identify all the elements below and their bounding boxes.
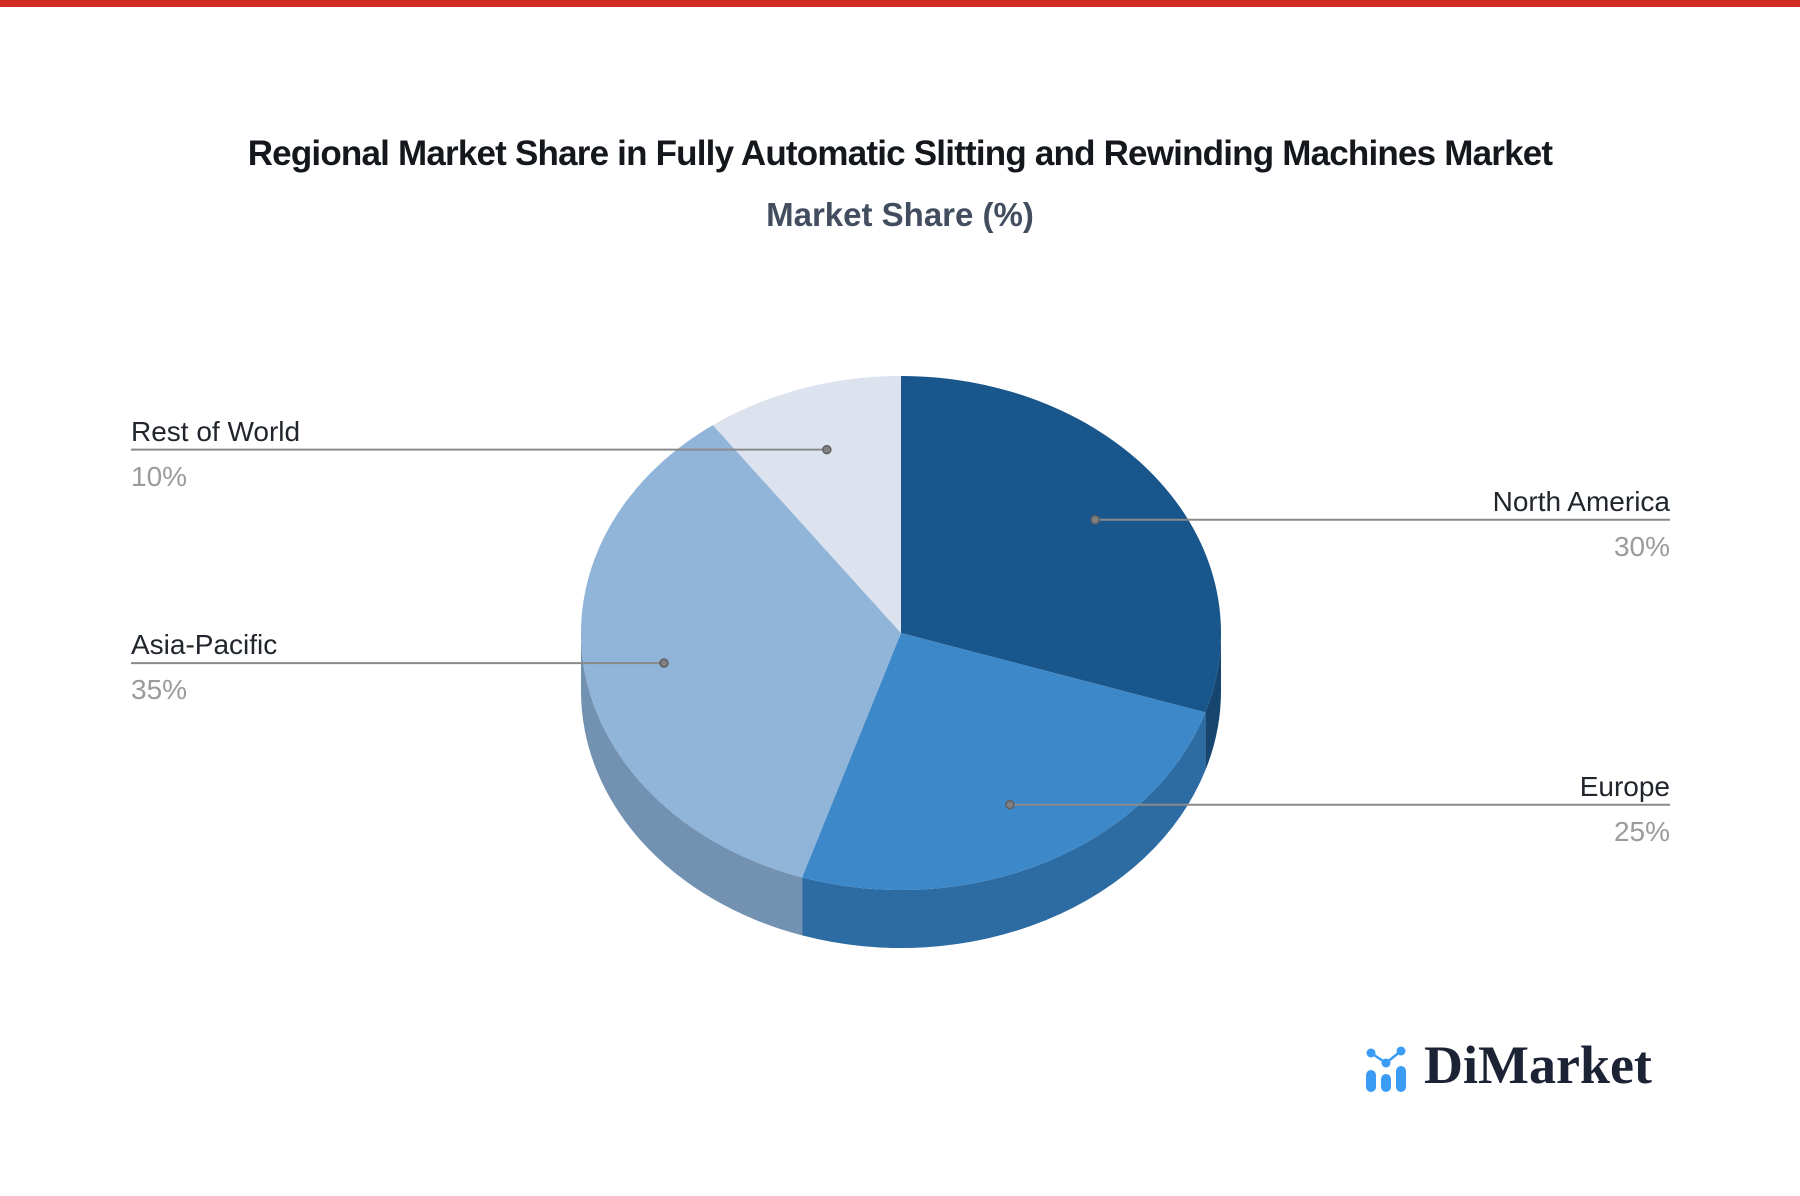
pie-label-value: 10% bbox=[131, 460, 188, 492]
pie-label-name: Europe bbox=[1579, 770, 1670, 802]
callout-dot bbox=[1090, 514, 1100, 525]
pie-label-rest-of-world: Rest of World 10% bbox=[131, 415, 300, 493]
pie-label-name: Asia-Pacific bbox=[131, 629, 278, 661]
brand-logo: DiMarket bbox=[1362, 1038, 1652, 1092]
bar-chart-logo-icon bbox=[1366, 1046, 1406, 1092]
pie-side-north-america bbox=[1205, 633, 1221, 771]
pie-label-name: North America bbox=[1492, 485, 1670, 517]
top-accent-bar bbox=[0, 0, 1800, 7]
pie-label-europe: Europe 25% bbox=[1580, 770, 1670, 848]
callout-dot bbox=[822, 444, 832, 455]
pie-label-value: 35% bbox=[131, 674, 188, 706]
pie-label-north-america: North America 30% bbox=[1493, 485, 1670, 563]
chart-title: Regional Market Share in Fully Automatic… bbox=[247, 134, 1553, 173]
pie-slice-north-america bbox=[901, 376, 1221, 713]
brand-name: DiMarket bbox=[1424, 1035, 1652, 1095]
pie-label-value: 25% bbox=[1613, 815, 1670, 847]
pie-label-name: Rest of World bbox=[131, 415, 301, 447]
pie-side-europe bbox=[802, 712, 1206, 948]
pie-slice-europe bbox=[802, 633, 1206, 891]
pie-label-asia-pacific: Asia-Pacific 35% bbox=[131, 628, 277, 706]
pie-slice-rest-of-world bbox=[712, 376, 901, 633]
pie-slice-asia-pacific bbox=[580, 425, 901, 878]
callout-dot bbox=[659, 658, 669, 668]
chart-subtitle: Market Share (%) bbox=[766, 196, 1034, 233]
pie-label-value: 30% bbox=[1613, 530, 1670, 562]
pie-side-asia-pacific bbox=[581, 633, 803, 936]
callout-dot bbox=[1005, 799, 1015, 810]
